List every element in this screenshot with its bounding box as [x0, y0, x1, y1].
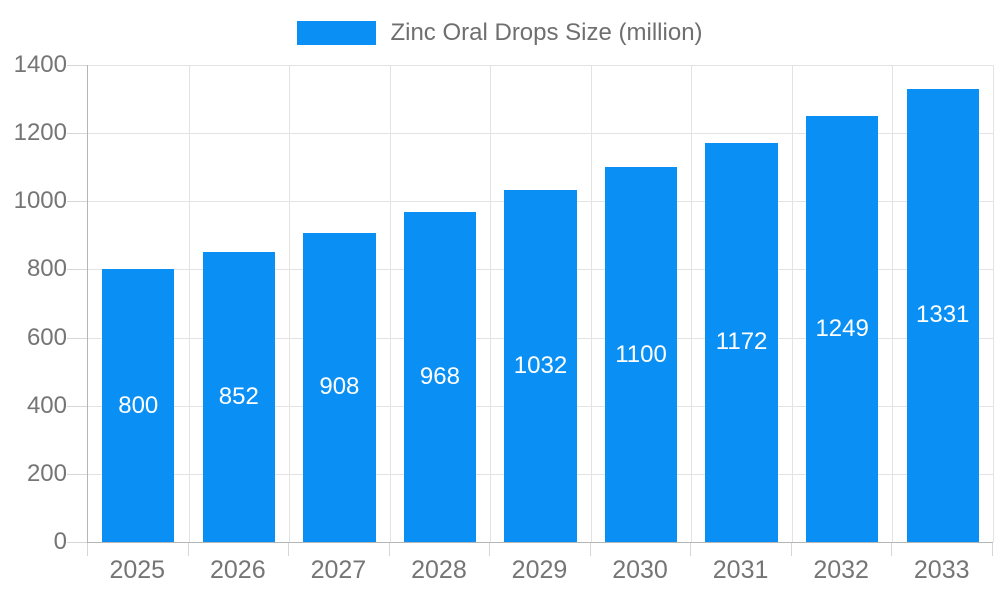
y-axis-tick-label: 400 — [26, 391, 67, 419]
bar-2028[interactable] — [403, 212, 477, 542]
x-tick-9 — [992, 543, 993, 556]
legend-swatch — [297, 21, 377, 45]
bar-2029[interactable] — [504, 190, 577, 542]
x-tick-6 — [690, 543, 692, 556]
bar-value-label-2027: 908 — [319, 373, 360, 401]
bar-value-label-2033: 1331 — [916, 301, 970, 329]
x-tick-3 — [388, 543, 390, 556]
y-tick-1000 — [67, 201, 87, 203]
bar-2032[interactable] — [805, 116, 879, 542]
x-tick-7 — [790, 543, 792, 556]
x-axis-label-2031: 2031 — [712, 556, 769, 584]
y-tick-200 — [67, 473, 87, 475]
bar-column-2025: 800 — [88, 65, 189, 542]
y-axis-tick-label: 1000 — [13, 187, 67, 215]
y-tick-800 — [67, 269, 87, 271]
bar-column-2032: 1249 — [792, 65, 893, 542]
y-axis-tick-label: 1400 — [13, 51, 67, 78]
y-axis-tick-label: 0 — [53, 528, 67, 555]
x-axis-label-2033: 2033 — [913, 556, 970, 584]
bar-2025[interactable] — [102, 269, 175, 542]
x-axis-label-2025: 2025 — [109, 556, 166, 584]
v-gridline-5 — [590, 65, 592, 542]
bar-column-2029: 1032 — [490, 65, 591, 542]
y-tick-0 — [67, 542, 87, 543]
v-gridline-2 — [289, 65, 291, 542]
y-tick-400 — [67, 405, 87, 407]
h-gridline-1200 — [88, 133, 993, 135]
x-axis-label-2029: 2029 — [511, 556, 568, 584]
bar-value-label-2031: 1172 — [715, 328, 768, 356]
v-gridline-8 — [892, 65, 894, 542]
plot-area: 800 852 908 968 1032 1100 1172 1249 1331 — [67, 65, 994, 556]
bar-column-2033: 1331 — [892, 65, 993, 542]
bar-2027[interactable] — [303, 232, 376, 542]
y-axis-labels: 0 200 400 600 800 1000 1200 1400 — [0, 51, 67, 555]
bar-value-label-2026: 852 — [218, 382, 259, 410]
x-tick-5 — [589, 543, 591, 556]
bar-value-label-2032: 1249 — [815, 315, 869, 343]
x-axis-label-2027: 2027 — [310, 556, 367, 584]
x-tick-1 — [187, 543, 189, 556]
bar-value-label-2030: 1100 — [615, 340, 667, 368]
x-tick-2 — [288, 543, 290, 556]
x-tick-4 — [489, 543, 491, 556]
h-gridline-1400 — [88, 65, 993, 66]
bar-value-label-2029: 1032 — [513, 352, 568, 380]
bar-column-2030: 1100 — [591, 65, 692, 542]
bar-column-2028: 968 — [390, 65, 491, 542]
bar-column-2026: 852 — [189, 65, 290, 542]
v-gridline-9 — [993, 65, 994, 542]
bar-value-label-2028: 968 — [419, 363, 460, 391]
y-tick-600 — [67, 337, 87, 339]
y-tick-1200 — [67, 133, 87, 135]
y-axis-tick-label: 200 — [26, 459, 67, 487]
v-gridline-4 — [490, 65, 492, 542]
legend-label: Zinc Oral Drops Size (million) — [390, 19, 703, 46]
x-axis-label-2032: 2032 — [813, 556, 869, 584]
y-tick-1400 — [67, 65, 87, 66]
x-tick-8 — [891, 543, 893, 556]
v-gridline-7 — [791, 65, 793, 542]
bar-2026[interactable] — [202, 251, 275, 542]
bar-2033[interactable] — [906, 88, 979, 542]
bar-column-2027: 908 — [289, 65, 390, 542]
v-gridline-6 — [691, 65, 693, 542]
y-axis-tick-label: 1200 — [13, 119, 67, 147]
chart-legend[interactable]: Zinc Oral Drops Size (million) — [0, 19, 1000, 47]
x-axis-label-2028: 2028 — [411, 556, 467, 584]
bar-2031[interactable] — [705, 142, 778, 542]
bar-value-label-2025: 800 — [118, 391, 159, 419]
x-tick-0 — [87, 543, 88, 556]
bar-column-2031: 1172 — [691, 65, 792, 542]
x-axis-label-2030: 2030 — [612, 556, 668, 584]
v-gridline-1 — [188, 65, 190, 542]
y-axis-tick-label: 800 — [26, 255, 67, 283]
x-axis-label-2026: 2026 — [210, 556, 266, 584]
bar-2030[interactable] — [604, 167, 678, 542]
y-axis-tick-label: 600 — [26, 323, 67, 351]
v-gridline-3 — [389, 65, 391, 542]
x-axis-labels: 2025 2026 2027 2028 2029 2030 2031 2032 2033 — [87, 556, 992, 588]
